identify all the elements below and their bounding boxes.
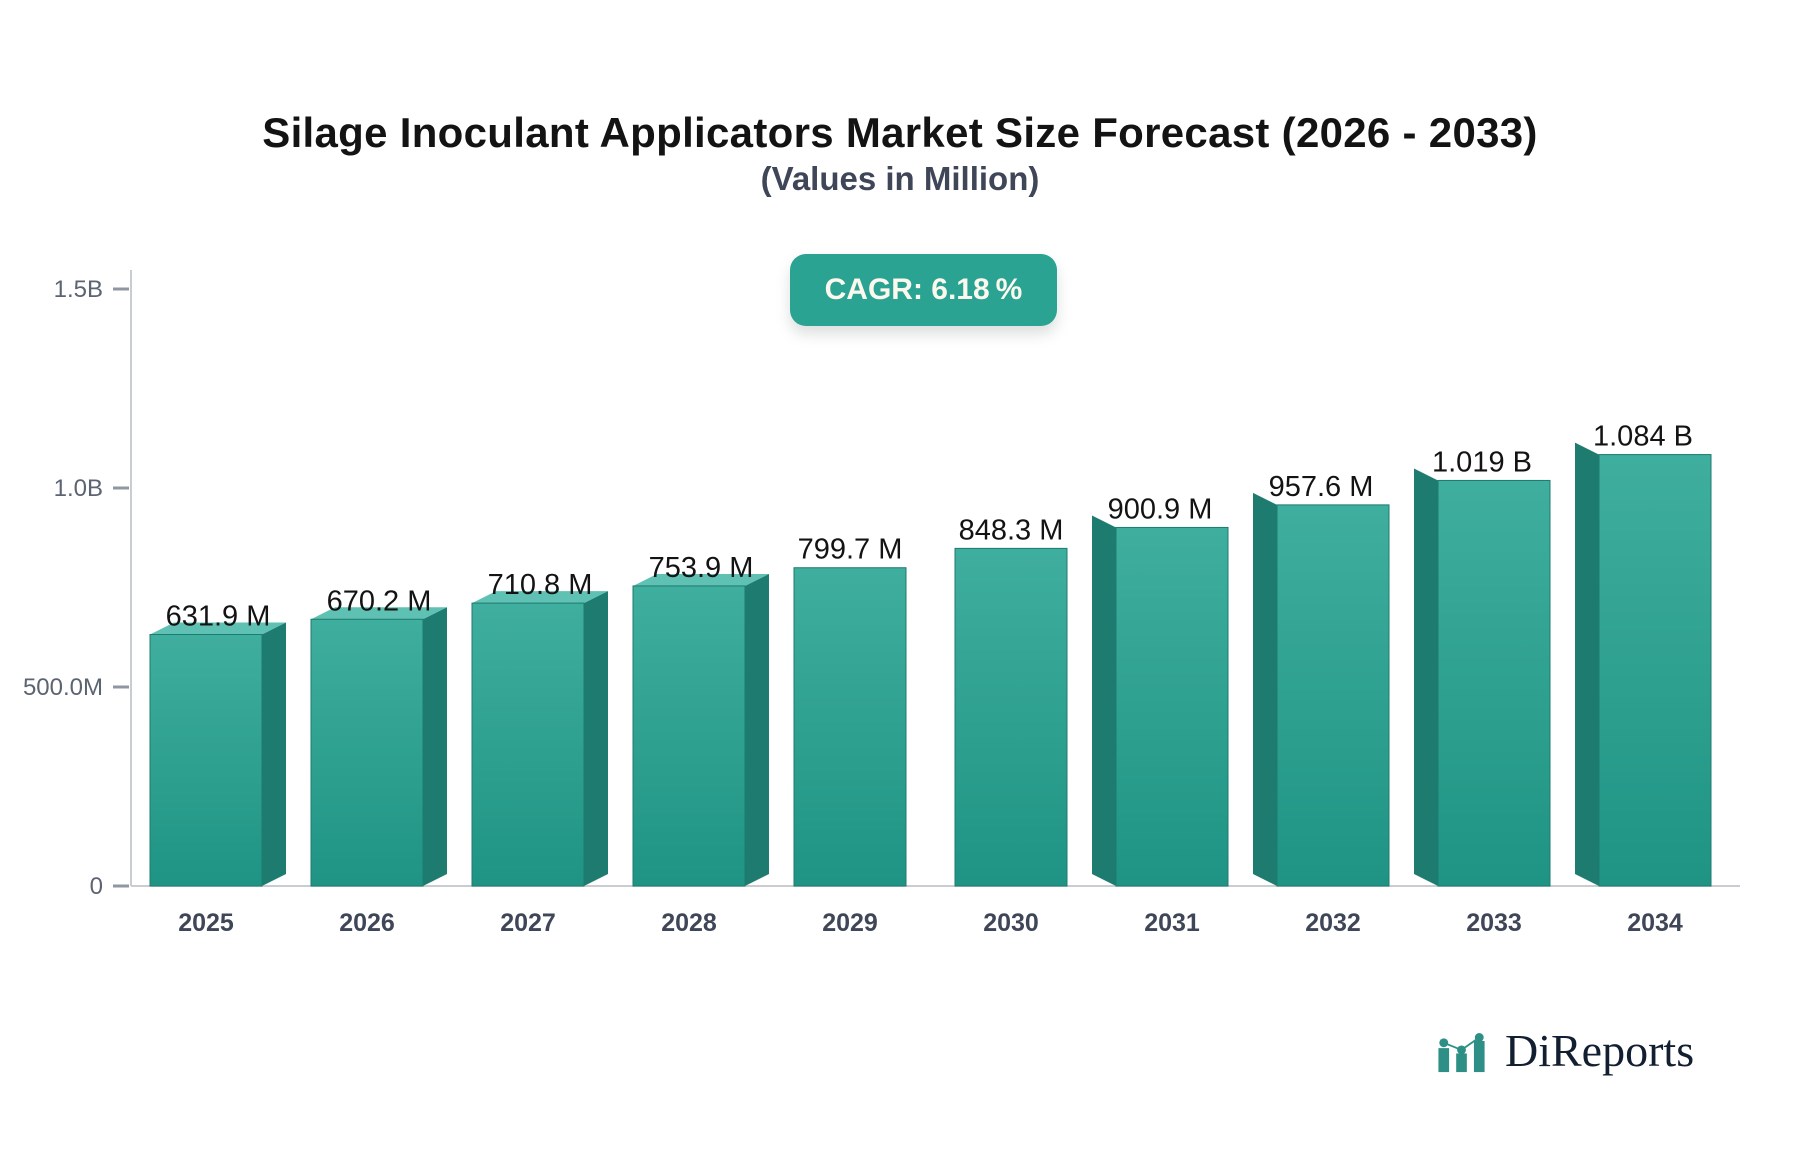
svg-text:1.084 B: 1.084 B — [1593, 421, 1693, 453]
svg-text:670.2 M: 670.2 M — [327, 585, 432, 617]
svg-text:848.3 M: 848.3 M — [959, 514, 1064, 546]
svg-text:2025: 2025 — [178, 909, 234, 937]
svg-text:799.7 M: 799.7 M — [798, 534, 903, 566]
svg-text:753.9 M: 753.9 M — [649, 552, 754, 584]
svg-text:631.9 M: 631.9 M — [166, 601, 271, 633]
svg-text:2026: 2026 — [339, 909, 395, 937]
svg-text:2030: 2030 — [983, 909, 1039, 937]
svg-text:2031: 2031 — [1144, 909, 1200, 937]
svg-text:0: 0 — [90, 873, 103, 900]
svg-text:710.8 M: 710.8 M — [488, 569, 593, 601]
svg-text:1.5B: 1.5B — [54, 276, 103, 303]
svg-text:2027: 2027 — [500, 909, 556, 937]
svg-text:2032: 2032 — [1305, 909, 1361, 937]
svg-text:2034: 2034 — [1627, 909, 1683, 937]
svg-text:2029: 2029 — [822, 909, 878, 937]
svg-text:1.019 B: 1.019 B — [1432, 446, 1532, 478]
svg-text:500.0M: 500.0M — [23, 674, 103, 701]
svg-text:2033: 2033 — [1466, 909, 1522, 937]
svg-text:957.6 M: 957.6 M — [1269, 471, 1374, 503]
svg-text:1.0B: 1.0B — [54, 475, 103, 502]
svg-text:900.9 M: 900.9 M — [1108, 493, 1213, 525]
svg-text:2028: 2028 — [661, 909, 717, 937]
